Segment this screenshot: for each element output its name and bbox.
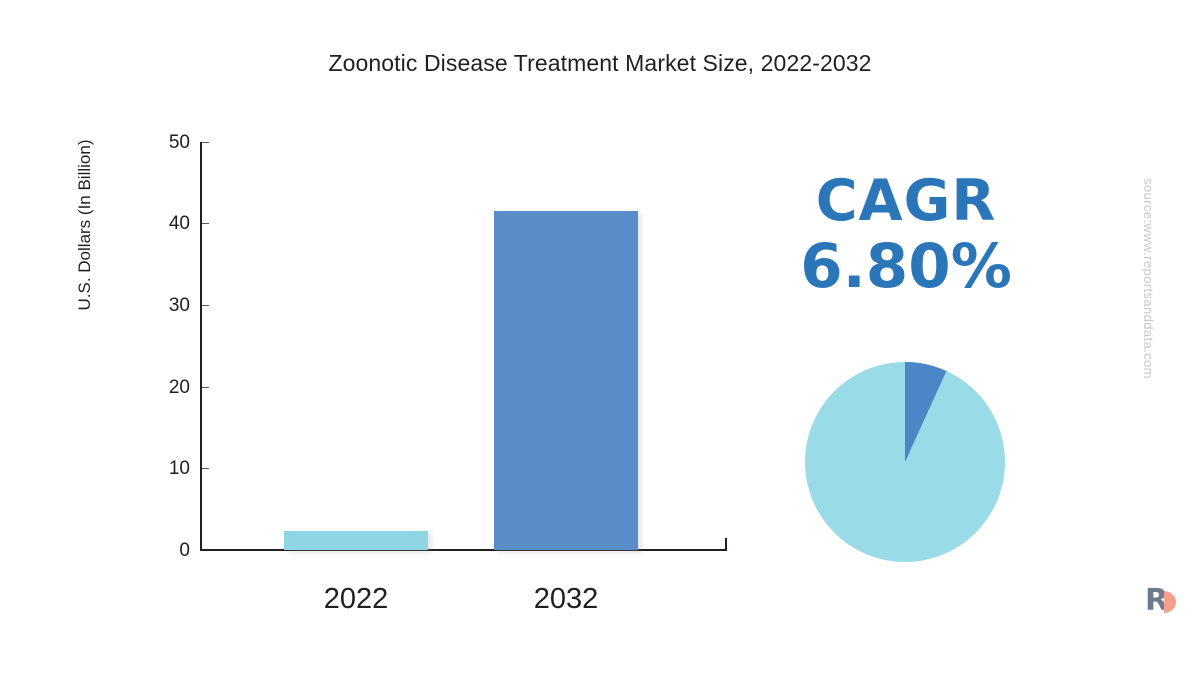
x-tick-label-2032: 2032 <box>533 583 599 615</box>
y-tick-label-50: 50 <box>168 132 190 153</box>
source-watermark: source:www.reportsanddata.com <box>1141 178 1156 379</box>
y-tick-mark-50 <box>200 142 209 143</box>
y-tick-label-40: 40 <box>168 213 190 234</box>
y-tick-mark-30 <box>200 305 209 306</box>
y-tick-mark-40 <box>200 223 209 224</box>
x-axis-end-tick <box>725 538 727 550</box>
brand-logo: R <box>1145 583 1191 618</box>
cagr-label: CAGR <box>815 168 997 234</box>
bars-layer <box>284 211 642 553</box>
y-tick-mark-10 <box>200 468 209 469</box>
bar-2032[interactable] <box>494 211 638 550</box>
logo-letter-r: R <box>1145 583 1169 618</box>
x-tick-label-2022: 2022 <box>323 583 389 615</box>
logo-mark-d <box>1164 591 1176 613</box>
y-tick-label-0: 0 <box>179 540 190 561</box>
cagr-value: 6.80% <box>800 231 1012 303</box>
y-tick-label-10: 10 <box>168 458 190 479</box>
pie-slice-cagr <box>905 362 947 462</box>
page-title: Zoonotic Disease Treatment Market Size, … <box>328 50 872 76</box>
bar-2022[interactable] <box>284 531 428 550</box>
x-axis-line <box>200 549 727 551</box>
bar-chart-panel: U.S. Dollars (In Billion) 50 40 30 20 10… <box>75 0 727 674</box>
y-tick-label-30: 30 <box>168 295 190 316</box>
y-tick-label-20: 20 <box>168 377 190 398</box>
y-axis-tick-labels: 50 40 30 20 10 0 <box>145 0 190 674</box>
cagr-callout: CAGR 6.80% <box>775 172 1037 298</box>
y-axis-line <box>200 142 202 551</box>
cagr-pie-chart <box>805 362 1005 562</box>
y-tick-mark-20 <box>200 387 209 388</box>
pie-svg <box>805 362 1005 562</box>
